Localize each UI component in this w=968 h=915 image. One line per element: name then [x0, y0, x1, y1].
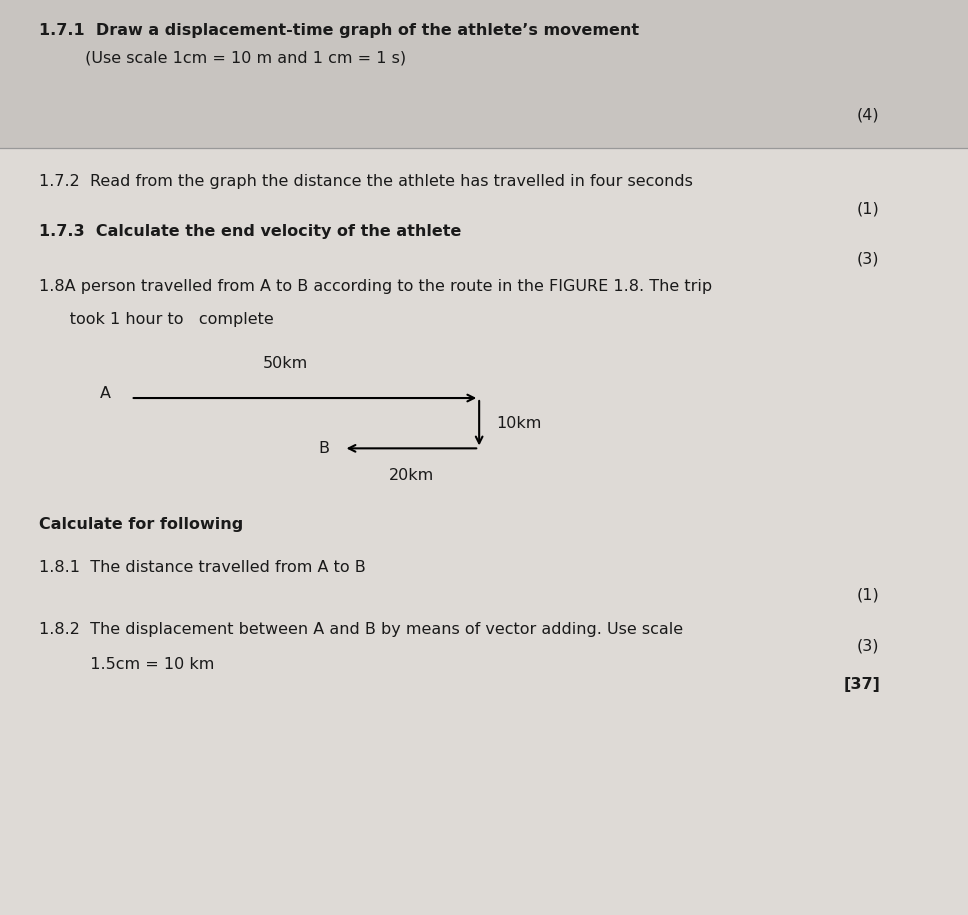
Text: 1.8.2  The displacement between A and B by means of vector adding. Use scale: 1.8.2 The displacement between A and B b… — [39, 622, 682, 637]
Text: 1.7.1  Draw a displacement-time graph of the athlete’s movement: 1.7.1 Draw a displacement-time graph of … — [39, 23, 639, 38]
Text: (4): (4) — [857, 108, 879, 123]
Text: 1.5cm = 10 km: 1.5cm = 10 km — [39, 657, 214, 672]
Text: (3): (3) — [857, 252, 879, 266]
Text: 50km: 50km — [263, 356, 308, 371]
Text: [37]: [37] — [844, 677, 881, 692]
Text: 20km: 20km — [389, 468, 434, 483]
Text: (3): (3) — [857, 639, 879, 653]
Text: 1.7.2  Read from the graph the distance the athlete has travelled in four second: 1.7.2 Read from the graph the distance t… — [39, 174, 692, 188]
Text: 1.7.3  Calculate the end velocity of the athlete: 1.7.3 Calculate the end velocity of the … — [39, 224, 461, 239]
Text: B: B — [318, 441, 329, 456]
Text: took 1 hour to   complete: took 1 hour to complete — [39, 312, 274, 327]
Text: 1.8A person travelled from A to B according to the route in the FIGURE 1.8. The : 1.8A person travelled from A to B accord… — [39, 279, 711, 294]
Text: Calculate for following: Calculate for following — [39, 517, 243, 532]
Bar — [0, 0, 968, 148]
Text: (1): (1) — [857, 587, 880, 602]
Text: 10km: 10km — [497, 415, 542, 431]
Text: A: A — [101, 386, 111, 401]
Text: 1.8.1  The distance travelled from A to B: 1.8.1 The distance travelled from A to B — [39, 560, 366, 575]
Text: (1): (1) — [857, 201, 880, 216]
Text: (Use scale 1cm = 10 m and 1 cm = 1 s): (Use scale 1cm = 10 m and 1 cm = 1 s) — [39, 50, 406, 65]
